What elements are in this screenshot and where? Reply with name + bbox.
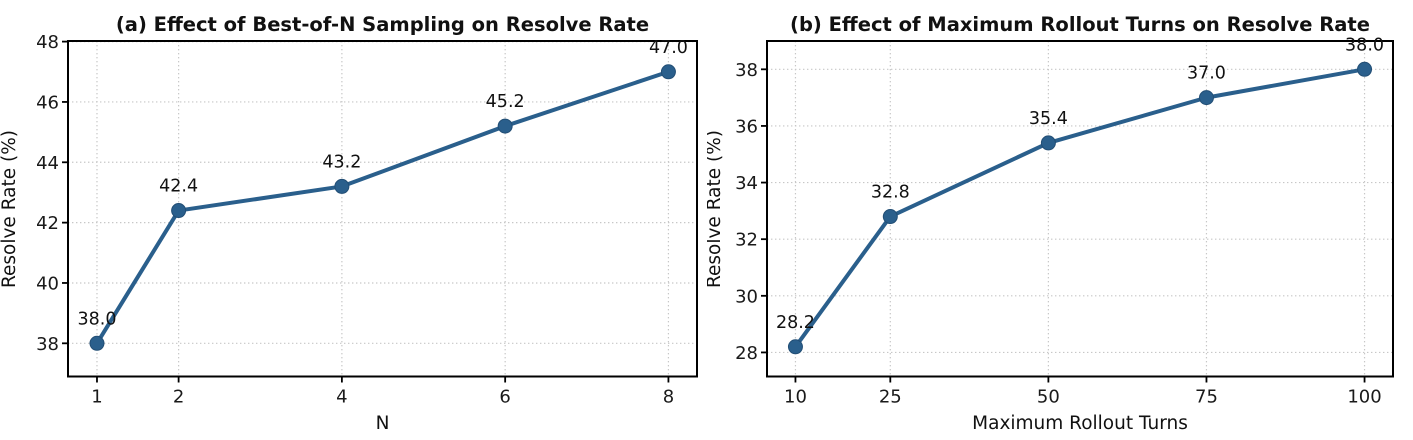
y-tick-label: 32 <box>735 230 758 251</box>
x-tick-label: 10 <box>784 387 807 408</box>
point-label: 43.2 <box>322 152 361 172</box>
y-tick-label: 30 <box>735 286 758 307</box>
data-series <box>787 61 1373 355</box>
chart-b: 10 25 50 75 100 28 30 32 34 36 38 28.2 32.8 35.4 37.0… <box>707 13 1394 434</box>
x-axis-label: Maximum Rollout Turns <box>972 413 1188 434</box>
data-point <box>882 209 898 225</box>
axis-ticks <box>761 68 1366 383</box>
y-tick-label: 48 <box>36 32 59 53</box>
y-tick-label: 34 <box>735 173 758 194</box>
y-tick-label: 38 <box>735 60 758 81</box>
point-label: 32.8 <box>871 183 910 203</box>
point-label: 35.4 <box>1029 109 1068 129</box>
x-tick-label: 8 <box>663 387 674 408</box>
x-tick-label: 6 <box>499 387 510 408</box>
y-axis-label: Resolve Rate (%) <box>0 130 20 288</box>
x-tick-label: 2 <box>173 387 184 408</box>
y-tick-label: 38 <box>36 334 59 355</box>
point-annotations: 38.0 42.4 43.2 45.2 47.0 <box>77 38 687 330</box>
data-point <box>1040 135 1056 151</box>
point-label: 28.2 <box>776 313 815 333</box>
x-tick-label: 75 <box>1195 387 1218 408</box>
point-label: 42.4 <box>159 177 198 197</box>
data-point <box>787 339 803 355</box>
data-point <box>89 335 105 351</box>
axis-ticks <box>62 40 670 383</box>
plot-area <box>766 40 1394 378</box>
point-label: 38.0 <box>1345 35 1384 55</box>
point-label: 47.0 <box>649 38 688 58</box>
x-tick-label: 4 <box>336 387 347 408</box>
x-tick-label: 1 <box>91 387 102 408</box>
data-point <box>497 118 513 134</box>
plot-area <box>67 40 698 378</box>
x-tick-label: 50 <box>1037 387 1060 408</box>
data-point <box>171 203 187 219</box>
data-series <box>89 64 676 351</box>
y-axis-label: Resolve Rate (%) <box>707 130 725 288</box>
point-label: 38.0 <box>77 309 116 329</box>
x-tick-label: 100 <box>1347 387 1381 408</box>
data-line <box>793 67 1367 349</box>
x-axis-label: N <box>376 413 390 434</box>
data-point <box>1357 61 1373 77</box>
chart-title: (a) Effect of Best-of-N Sampling on Reso… <box>116 13 649 36</box>
data-point <box>1198 90 1214 106</box>
y-tick-label: 42 <box>36 213 59 234</box>
y-tick-label: 28 <box>735 343 758 364</box>
chart-title: (b) Effect of Maximum Rollout Turns on R… <box>790 13 1370 36</box>
grid-lines <box>68 41 697 377</box>
point-label: 37.0 <box>1187 64 1226 84</box>
y-tick-label: 46 <box>36 92 59 113</box>
point-annotations: 28.2 32.8 35.4 37.0 38.0 <box>776 35 1384 332</box>
grid-lines <box>767 41 1393 377</box>
y-tick-label: 40 <box>36 273 59 294</box>
y-tick-label: 44 <box>36 153 59 174</box>
x-tick-label: 25 <box>879 387 902 408</box>
tick-labels: 10 25 50 75 100 28 30 32 34 36 38 <box>735 60 1382 408</box>
data-point <box>334 178 350 194</box>
point-label: 45.2 <box>486 92 525 112</box>
data-point <box>660 64 676 80</box>
y-tick-label: 36 <box>735 116 758 137</box>
